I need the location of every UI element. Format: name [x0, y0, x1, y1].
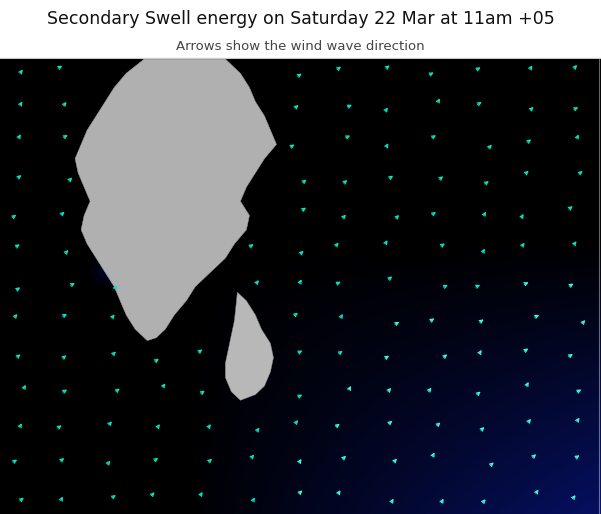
Ellipse shape	[135, 181, 183, 210]
Polygon shape	[225, 292, 273, 400]
Polygon shape	[75, 59, 276, 341]
Ellipse shape	[156, 169, 192, 189]
Ellipse shape	[123, 174, 195, 217]
Text: Arrows show the wind wave direction: Arrows show the wind wave direction	[176, 40, 425, 52]
Ellipse shape	[138, 159, 210, 198]
Ellipse shape	[108, 218, 162, 252]
Ellipse shape	[107, 268, 122, 277]
Ellipse shape	[99, 264, 129, 281]
Ellipse shape	[147, 189, 171, 203]
Ellipse shape	[92, 260, 137, 285]
Ellipse shape	[120, 149, 228, 208]
Text: Secondary Swell energy on Saturday 22 Mar at 11am +05: Secondary Swell energy on Saturday 22 Ma…	[47, 10, 554, 28]
Ellipse shape	[117, 224, 153, 247]
Ellipse shape	[126, 230, 144, 241]
